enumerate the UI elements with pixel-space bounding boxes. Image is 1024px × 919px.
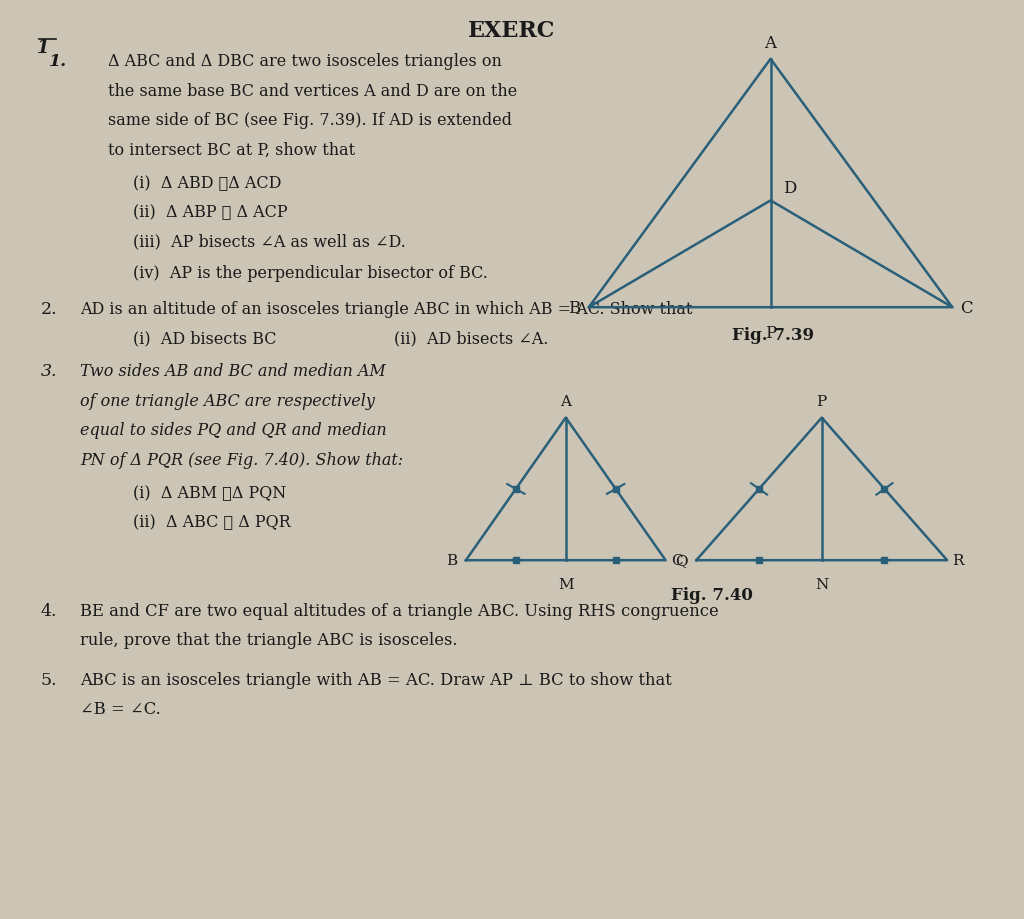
Text: C: C xyxy=(961,300,973,316)
Text: 1: 1 xyxy=(37,39,49,57)
Text: same side of BC (see Fig. 7.39). If AD is extended: same side of BC (see Fig. 7.39). If AD i… xyxy=(108,112,512,129)
Text: A: A xyxy=(765,36,776,52)
Text: P: P xyxy=(816,395,827,409)
Text: 3.: 3. xyxy=(41,363,57,380)
Text: ABC is an isosceles triangle with AB = AC. Draw AP ⊥ BC to show that: ABC is an isosceles triangle with AB = A… xyxy=(80,671,672,687)
Text: PN of Δ PQR (see Fig. 7.40). Show that:: PN of Δ PQR (see Fig. 7.40). Show that: xyxy=(80,451,403,468)
Text: B: B xyxy=(446,553,458,568)
Text: (ii)  AD bisects ∠A.: (ii) AD bisects ∠A. xyxy=(394,330,549,346)
Text: 1.: 1. xyxy=(49,53,68,70)
Text: the same base BC and vertices A and D are on the: the same base BC and vertices A and D ar… xyxy=(108,83,517,99)
Text: Two sides AB and BC and median AM: Two sides AB and BC and median AM xyxy=(80,363,386,380)
Text: P: P xyxy=(765,324,776,341)
Text: 5.: 5. xyxy=(41,671,57,687)
Text: Fig. 7.40: Fig. 7.40 xyxy=(671,586,753,603)
Text: M: M xyxy=(558,577,573,591)
Text: to intersect BC at P, show that: to intersect BC at P, show that xyxy=(108,142,354,158)
Text: rule, prove that the triangle ABC is isosceles.: rule, prove that the triangle ABC is iso… xyxy=(80,631,458,648)
Text: (ii)  Δ ABP ≅ Δ ACP: (ii) Δ ABP ≅ Δ ACP xyxy=(133,204,288,221)
Text: N: N xyxy=(815,577,828,591)
Text: AD is an altitude of an isosceles triangle ABC in which AB = AC. Show that: AD is an altitude of an isosceles triang… xyxy=(80,301,692,317)
Text: (i)  Δ ABD ≅Δ ACD: (i) Δ ABD ≅Δ ACD xyxy=(133,175,282,191)
Text: B: B xyxy=(568,300,581,316)
Text: (iii)  AP bisects ∠A as well as ∠D.: (iii) AP bisects ∠A as well as ∠D. xyxy=(133,233,406,250)
Text: Fig. 7.39: Fig. 7.39 xyxy=(732,326,814,343)
Text: 2.: 2. xyxy=(41,301,57,317)
Text: R: R xyxy=(952,553,964,568)
Text: (i)  Δ ABM ≅Δ PQN: (i) Δ ABM ≅Δ PQN xyxy=(133,484,287,501)
Text: EXERC: EXERC xyxy=(468,20,556,42)
Text: (iv)  AP is the perpendicular bisector of BC.: (iv) AP is the perpendicular bisector of… xyxy=(133,265,488,281)
Text: (i)  AD bisects BC: (i) AD bisects BC xyxy=(133,330,276,346)
Text: (ii)  Δ ABC ≅ Δ PQR: (ii) Δ ABC ≅ Δ PQR xyxy=(133,514,291,530)
Text: Δ ABC and Δ DBC are two isosceles triangles on: Δ ABC and Δ DBC are two isosceles triang… xyxy=(108,53,502,70)
Text: D: D xyxy=(782,179,797,197)
Text: 4.: 4. xyxy=(41,602,57,618)
Text: BE and CF are two equal altitudes of a triangle ABC. Using RHS congruence: BE and CF are two equal altitudes of a t… xyxy=(80,602,719,618)
Text: A: A xyxy=(560,395,571,409)
Text: of one triangle ABC are respectively: of one triangle ABC are respectively xyxy=(80,392,375,409)
Text: Q: Q xyxy=(676,553,688,568)
Text: equal to sides PQ and QR and median: equal to sides PQ and QR and median xyxy=(80,422,386,438)
Text: C: C xyxy=(671,553,682,568)
Text: ∠B = ∠C.: ∠B = ∠C. xyxy=(80,700,161,717)
